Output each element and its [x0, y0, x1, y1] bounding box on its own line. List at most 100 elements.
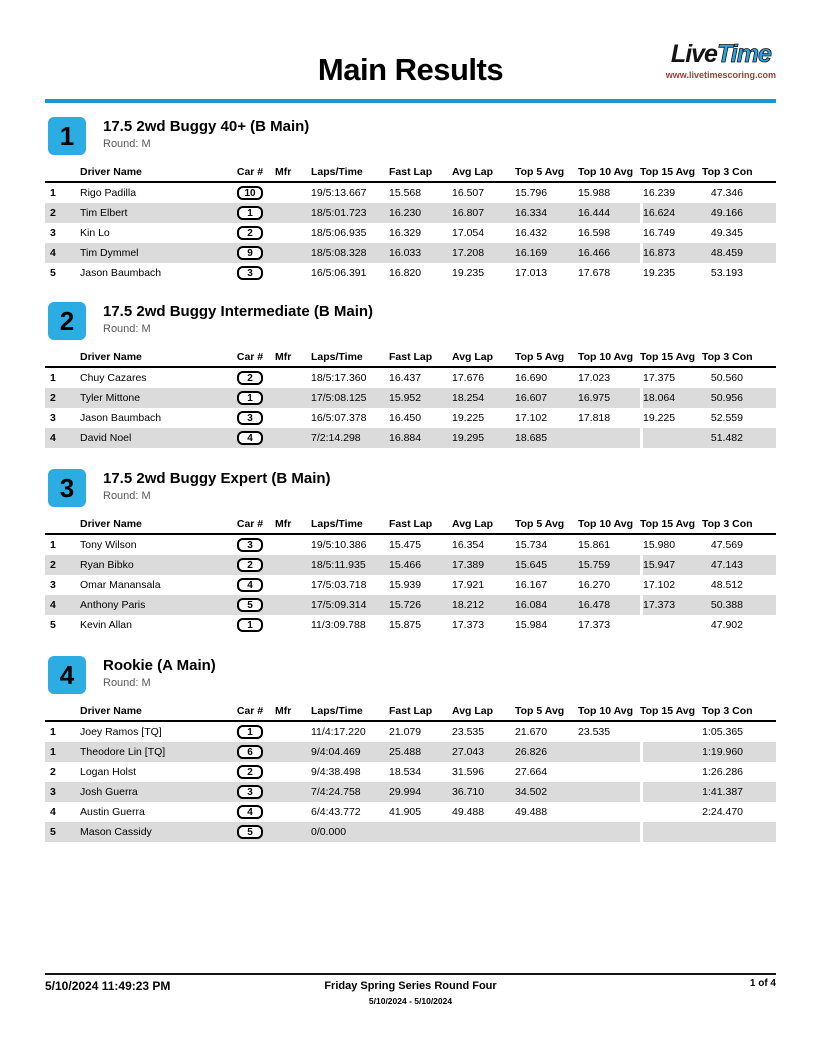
cell-top15: 16.873: [640, 243, 702, 263]
cell-car: 3: [225, 263, 275, 283]
car-number-badge: 5: [237, 825, 263, 839]
col-header-top5-avg: Top 5 Avg: [515, 165, 578, 183]
section-heading: 17.5 2wd Buggy 40+ (B Main) Round: M: [103, 118, 309, 150]
cell-car: 4: [225, 802, 275, 822]
cell-top15: 16.624: [640, 203, 702, 223]
cell-mfr: [275, 782, 311, 802]
section-round: Round: M: [103, 323, 151, 335]
section-number-badge: 3: [48, 469, 86, 507]
cell-mfr: [275, 575, 311, 595]
cell-top3con: 1:41.387: [702, 786, 743, 798]
cell-mfr: [275, 203, 311, 223]
cell-mfr: [275, 223, 311, 243]
section-number-badge: 2: [48, 302, 86, 340]
cell-top5: 26.826: [515, 746, 548, 758]
cell-laps_time: 19/5:10.386: [311, 539, 367, 551]
cell-top15: [640, 782, 702, 802]
result-row: 4 Tim Dymmel 9 18/5:08.328 16.033 17.208 16.16…: [45, 243, 776, 263]
cell-fast_lap: 15.726: [389, 599, 422, 611]
cell-fast_lap: 16.884: [389, 432, 422, 444]
col-header-car-number: Car #: [225, 517, 275, 535]
cell-pos: 2: [50, 207, 56, 219]
cell-fast_lap: 25.488: [389, 746, 422, 758]
cell-fast_lap: 21.079: [389, 726, 422, 738]
cell-laps_time: 19/5:13.667: [311, 187, 367, 199]
cell-car: 3: [225, 408, 275, 428]
car-number-badge: 1: [237, 725, 263, 739]
col-header-mfr: Mfr: [275, 165, 311, 183]
cell-top3con: 50.560: [710, 372, 743, 384]
cell-top5: 15.645: [515, 559, 548, 571]
car-number-badge: 3: [237, 411, 263, 425]
cell-laps_time: 0/0.000: [311, 826, 347, 838]
car-number-badge: 9: [237, 246, 263, 260]
cell-top5: 27.664: [515, 766, 548, 778]
col-header-laps-time: Laps/Time: [311, 704, 389, 722]
col-header-top10-avg: Top 10 Avg: [578, 350, 640, 368]
car-number-badge: 1: [237, 391, 263, 405]
cell-top3con: 49.166: [710, 207, 743, 219]
cell-fast_lap: 15.952: [389, 392, 422, 404]
cell-top10: 15.759: [578, 559, 611, 571]
cell-fast_lap: 15.568: [389, 187, 422, 199]
col-header-top10-avg: Top 10 Avg: [578, 704, 640, 722]
cell-avg_lap: 17.208: [452, 247, 485, 259]
result-row: 1 Joey Ramos [TQ] 1 11/4:17.220 21.079 23.535…: [45, 722, 776, 742]
col-header-position: [45, 350, 78, 368]
col-header-position: [45, 704, 78, 722]
cell-fast_lap: 29.994: [389, 786, 422, 798]
cell-fast_lap: [389, 822, 452, 842]
cell-driver: Omar Manansala: [80, 579, 161, 591]
cell-car: 1: [225, 722, 275, 742]
cell-avg_lap: 23.535: [452, 726, 485, 738]
cell-driver: Tim Dymmel: [80, 247, 139, 259]
cell-top3con: 47.902: [710, 619, 743, 631]
cell-driver: Tyler Mittone: [80, 392, 141, 404]
col-header-avg-lap: Avg Lap: [452, 517, 515, 535]
cell-top10: 16.444: [578, 207, 611, 219]
cell-mfr: [275, 388, 311, 408]
cell-driver: Chuy Cazares: [80, 372, 147, 384]
cell-laps_time: 18/5:17.360: [311, 372, 367, 384]
col-header-mfr: Mfr: [275, 704, 311, 722]
cell-top3con: 1:19.960: [702, 746, 743, 758]
results-body: 1 Tony Wilson 3 19/5:10.386 15.475 16.354 15.7…: [45, 535, 776, 635]
col-header-car-number: Car #: [225, 704, 275, 722]
car-number-badge: 4: [237, 578, 263, 592]
cell-fast_lap: 15.475: [389, 539, 422, 551]
car-number-badge: 1: [237, 206, 263, 220]
cell-top10: 16.270: [578, 579, 611, 591]
cell-fast_lap: 16.820: [389, 267, 422, 279]
header-divider: [45, 99, 776, 103]
cell-car: 2: [225, 223, 275, 243]
footer-center: Friday Spring Series Round Four 5/10/202…: [45, 980, 776, 1006]
column-header-row: Driver Name Car # Mfr Laps/Time Fast Lap…: [45, 704, 776, 722]
cell-top3con: 47.346: [710, 187, 743, 199]
car-number-badge: 5: [237, 598, 263, 612]
cell-avg_lap: 17.389: [452, 559, 485, 571]
cell-top5: 16.690: [515, 372, 548, 384]
cell-car: 5: [225, 595, 275, 615]
page-footer: 5/10/2024 11:49:23 PM Friday Spring Seri…: [45, 973, 776, 1018]
cell-top3con: [702, 822, 776, 842]
cell-driver: Anthony Paris: [80, 599, 146, 611]
col-header-top3-con: Top 3 Con: [702, 704, 776, 722]
cell-mfr: [275, 428, 311, 448]
col-header-driver-name: Driver Name: [78, 165, 225, 183]
cell-top10: 17.678: [578, 267, 611, 279]
col-header-driver-name: Driver Name: [78, 350, 225, 368]
cell-laps_time: 9/4:38.498: [311, 766, 361, 778]
cell-fast_lap: 16.033: [389, 247, 422, 259]
cell-driver: Tony Wilson: [80, 539, 137, 551]
result-row: 5 Jason Baumbach 3 16/5:06.391 16.820 19.235 1…: [45, 263, 776, 283]
cell-driver: David Noel: [80, 432, 132, 444]
result-row: 2 Ryan Bibko 2 18/5:11.935 15.466 17.389 15.64…: [45, 555, 776, 575]
results-body: 1 Rigo Padilla 10 19/5:13.667 15.568 16.507 15…: [45, 183, 776, 283]
col-header-top15-avg: Top 15 Avg: [640, 517, 702, 535]
cell-top5: 15.796: [515, 187, 548, 199]
cell-avg_lap: 16.507: [452, 187, 485, 199]
cell-top10: [578, 802, 640, 822]
cell-avg_lap: 19.225: [452, 412, 485, 424]
section-round: Round: M: [103, 677, 151, 689]
cell-pos: 4: [50, 806, 56, 818]
